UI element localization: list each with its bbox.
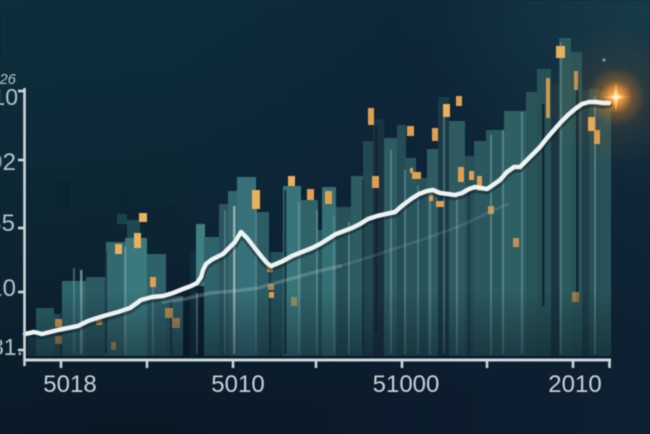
svg-text:10: 10 xyxy=(0,84,18,110)
svg-text:26: 26 xyxy=(0,71,17,88)
svg-text:81.: 81. xyxy=(0,334,23,360)
svg-text:92: 92 xyxy=(0,149,16,176)
svg-text:51000: 51000 xyxy=(373,371,440,398)
svg-text:5018: 5018 xyxy=(43,371,96,398)
svg-text:85: 85 xyxy=(0,210,15,237)
svg-text:5010: 5010 xyxy=(211,371,264,398)
svg-text:10: 10 xyxy=(0,275,16,302)
svg-text:2010: 2010 xyxy=(548,371,601,398)
